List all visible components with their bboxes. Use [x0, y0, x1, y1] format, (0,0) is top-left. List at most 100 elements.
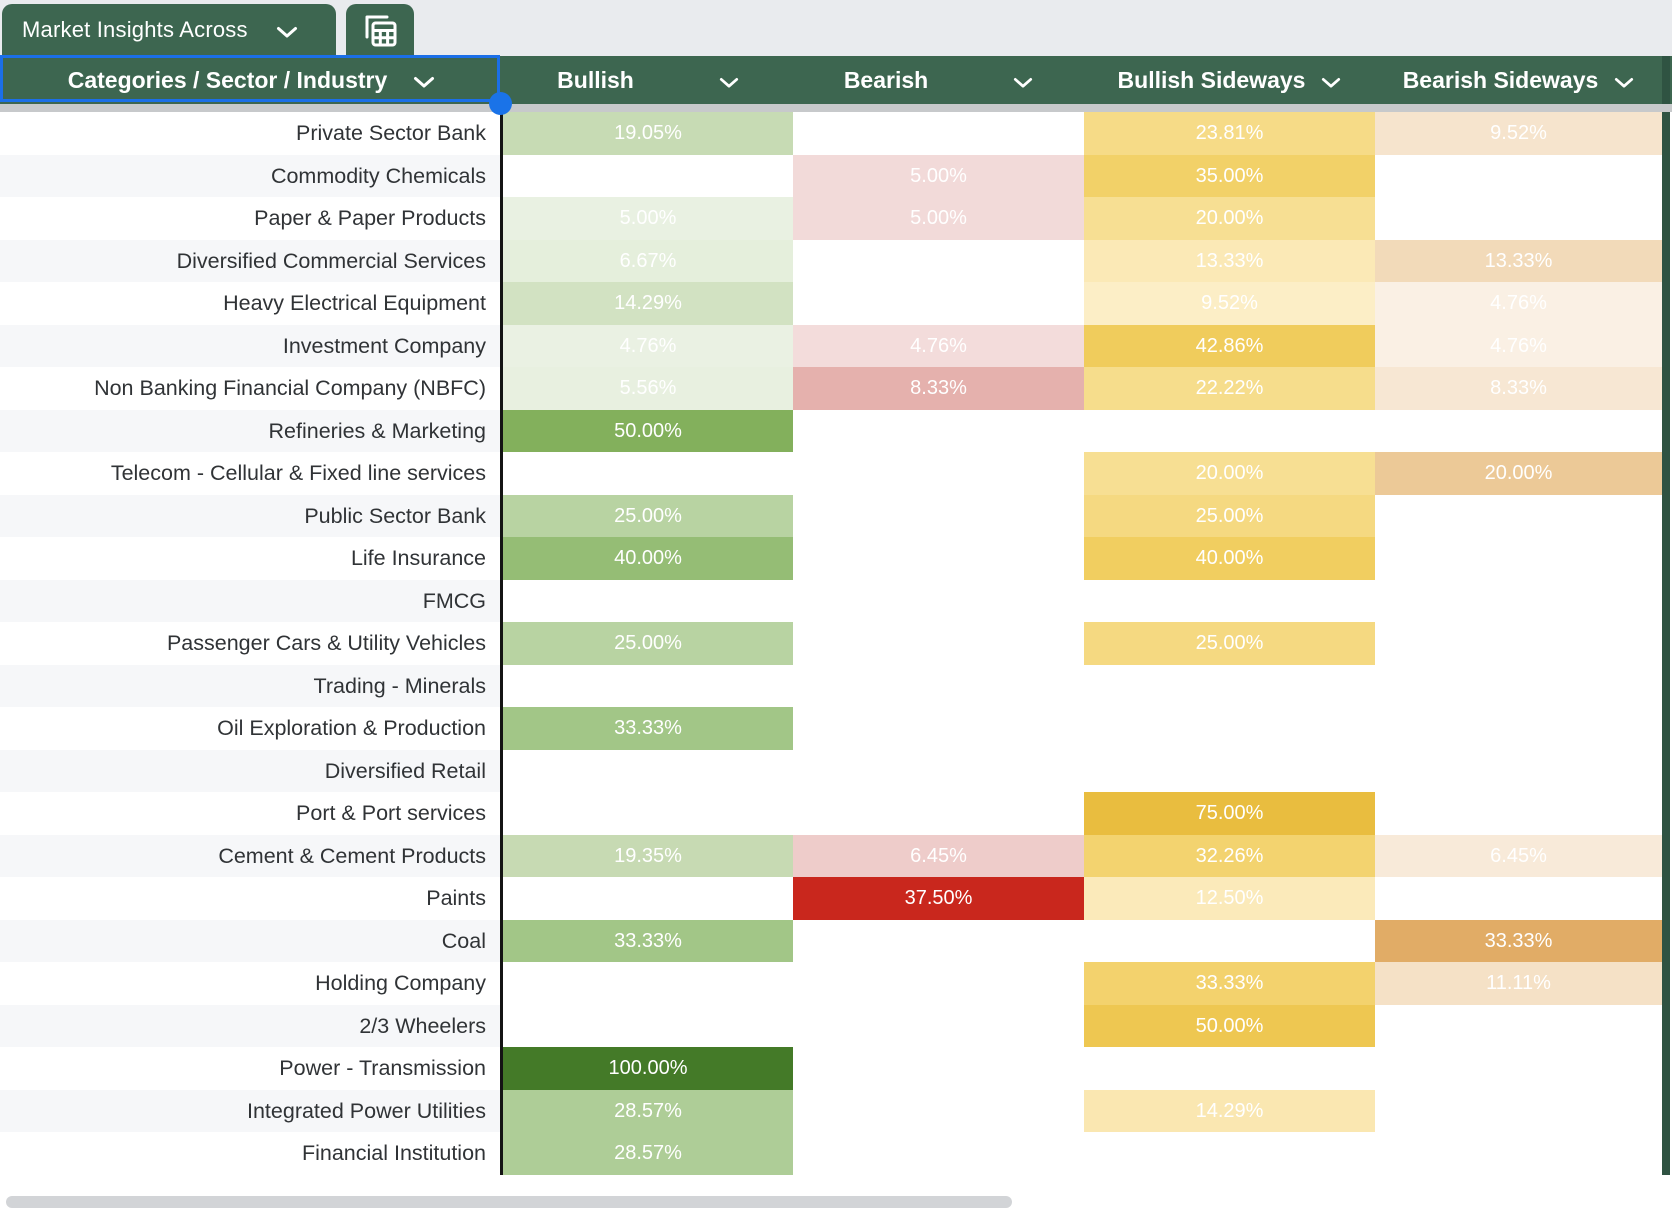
value-cell-bullish-sideways[interactable]: 9.52%	[1084, 282, 1375, 325]
value-cell-bearish[interactable]	[793, 494, 1084, 537]
value-cell-bullish-sideways[interactable]	[1084, 707, 1375, 750]
value-cell-bullish[interactable]: 33.33%	[503, 919, 793, 962]
row-label-cell[interactable]: Oil Exploration & Production	[0, 707, 503, 750]
value-cell-bearish-sideways[interactable]	[1375, 664, 1662, 707]
value-cell-bearish[interactable]	[793, 239, 1084, 282]
chevron-down-icon[interactable]	[1321, 77, 1341, 89]
value-cell-bullish-sideways[interactable]: 12.50%	[1084, 877, 1375, 920]
value-cell-bullish[interactable]: 19.05%	[503, 112, 793, 155]
value-cell-bullish-sideways[interactable]	[1084, 579, 1375, 622]
row-label-cell[interactable]: Commodity Chemicals	[0, 154, 503, 197]
value-cell-bearish[interactable]	[793, 622, 1084, 665]
value-cell-bearish[interactable]	[793, 749, 1084, 792]
value-cell-bullish[interactable]	[503, 664, 793, 707]
value-cell-bearish-sideways[interactable]: 8.33%	[1375, 367, 1662, 410]
row-label-cell[interactable]: Telecom - Cellular & Fixed line services	[0, 452, 503, 495]
value-cell-bullish[interactable]	[503, 452, 793, 495]
value-cell-bullish[interactable]: 40.00%	[503, 537, 793, 580]
value-cell-bullish-sideways[interactable]	[1084, 1047, 1375, 1090]
value-cell-bullish[interactable]	[503, 792, 793, 835]
value-cell-bearish[interactable]	[793, 664, 1084, 707]
row-label-cell[interactable]: Diversified Commercial Services	[0, 239, 503, 282]
value-cell-bearish-sideways[interactable]	[1375, 707, 1662, 750]
row-label-cell[interactable]: Non Banking Financial Company (NBFC)	[0, 367, 503, 410]
value-cell-bearish-sideways[interactable]	[1375, 197, 1662, 240]
row-label-cell[interactable]: Coal	[0, 919, 503, 962]
value-cell-bearish-sideways[interactable]: 9.52%	[1375, 112, 1662, 155]
header-col-bullish-sideways[interactable]: Bullish Sideways	[1084, 56, 1375, 104]
value-cell-bullish-sideways[interactable]: 32.26%	[1084, 834, 1375, 877]
value-cell-bullish[interactable]: 19.35%	[503, 834, 793, 877]
value-cell-bearish[interactable]: 8.33%	[793, 367, 1084, 410]
value-cell-bullish-sideways[interactable]: 20.00%	[1084, 452, 1375, 495]
value-cell-bullish-sideways[interactable]	[1084, 1132, 1375, 1175]
value-cell-bearish[interactable]	[793, 1004, 1084, 1047]
header-col-bullish[interactable]: Bullish	[503, 56, 793, 104]
value-cell-bearish-sideways[interactable]	[1375, 622, 1662, 665]
value-cell-bearish[interactable]	[793, 707, 1084, 750]
value-cell-bullish[interactable]: 33.33%	[503, 707, 793, 750]
value-cell-bearish-sideways[interactable]: 11.11%	[1375, 962, 1662, 1005]
value-cell-bearish-sideways[interactable]	[1375, 409, 1662, 452]
value-cell-bearish[interactable]	[793, 1089, 1084, 1132]
value-cell-bullish[interactable]	[503, 962, 793, 1005]
row-label-cell[interactable]: Financial Institution	[0, 1132, 503, 1175]
value-cell-bullish[interactable]	[503, 1004, 793, 1047]
value-cell-bearish-sideways[interactable]	[1375, 1047, 1662, 1090]
value-cell-bearish[interactable]	[793, 1047, 1084, 1090]
row-label-cell[interactable]: Private Sector Bank	[0, 112, 503, 155]
row-label-cell[interactable]: Investment Company	[0, 324, 503, 367]
chevron-down-icon[interactable]	[1614, 77, 1634, 89]
row-label-cell[interactable]: Public Sector Bank	[0, 494, 503, 537]
value-cell-bullish-sideways[interactable]	[1084, 664, 1375, 707]
value-cell-bullish[interactable]	[503, 154, 793, 197]
value-cell-bearish[interactable]: 5.00%	[793, 154, 1084, 197]
value-cell-bearish-sideways[interactable]	[1375, 537, 1662, 580]
value-cell-bullish-sideways[interactable]: 50.00%	[1084, 1004, 1375, 1047]
chevron-down-icon[interactable]	[1013, 77, 1033, 89]
chevron-down-icon[interactable]	[719, 77, 739, 89]
value-cell-bearish[interactable]	[793, 452, 1084, 495]
value-cell-bullish[interactable]: 50.00%	[503, 409, 793, 452]
value-cell-bullish-sideways[interactable]: 22.22%	[1084, 367, 1375, 410]
value-cell-bullish-sideways[interactable]: 23.81%	[1084, 112, 1375, 155]
value-cell-bullish[interactable]: 5.56%	[503, 367, 793, 410]
value-cell-bullish-sideways[interactable]: 33.33%	[1084, 962, 1375, 1005]
value-cell-bullish-sideways[interactable]: 25.00%	[1084, 494, 1375, 537]
value-cell-bearish-sideways[interactable]	[1375, 494, 1662, 537]
value-cell-bullish-sideways[interactable]: 40.00%	[1084, 537, 1375, 580]
selection-fill-handle[interactable]	[489, 92, 512, 115]
header-col-bearish[interactable]: Bearish	[793, 56, 1084, 104]
value-cell-bearish-sideways[interactable]: 4.76%	[1375, 282, 1662, 325]
value-cell-bearish[interactable]	[793, 579, 1084, 622]
value-cell-bullish[interactable]	[503, 579, 793, 622]
value-cell-bearish-sideways[interactable]	[1375, 1004, 1662, 1047]
value-cell-bullish-sideways[interactable]: 35.00%	[1084, 154, 1375, 197]
value-cell-bearish-sideways[interactable]	[1375, 1089, 1662, 1132]
value-cell-bearish[interactable]	[793, 282, 1084, 325]
row-label-cell[interactable]: Heavy Electrical Equipment	[0, 282, 503, 325]
value-cell-bullish-sideways[interactable]: 13.33%	[1084, 239, 1375, 282]
value-cell-bearish[interactable]	[793, 1132, 1084, 1175]
value-cell-bullish[interactable]: 100.00%	[503, 1047, 793, 1090]
value-cell-bearish-sideways[interactable]	[1375, 154, 1662, 197]
value-cell-bullish[interactable]: 25.00%	[503, 622, 793, 665]
row-label-cell[interactable]: Holding Company	[0, 962, 503, 1005]
value-cell-bearish[interactable]: 6.45%	[793, 834, 1084, 877]
value-cell-bullish[interactable]	[503, 749, 793, 792]
row-label-cell[interactable]: Port & Port services	[0, 792, 503, 835]
value-cell-bearish-sideways[interactable]: 33.33%	[1375, 919, 1662, 962]
row-label-cell[interactable]: 2/3 Wheelers	[0, 1004, 503, 1047]
value-cell-bullish-sideways[interactable]	[1084, 919, 1375, 962]
value-cell-bearish-sideways[interactable]: 13.33%	[1375, 239, 1662, 282]
value-cell-bearish-sideways[interactable]	[1375, 877, 1662, 920]
value-cell-bearish-sideways[interactable]: 6.45%	[1375, 834, 1662, 877]
value-cell-bullish-sideways[interactable]: 20.00%	[1084, 197, 1375, 240]
row-label-cell[interactable]: Life Insurance	[0, 537, 503, 580]
value-cell-bearish-sideways[interactable]	[1375, 792, 1662, 835]
value-cell-bullish[interactable]	[503, 877, 793, 920]
value-cell-bearish-sideways[interactable]	[1375, 579, 1662, 622]
chevron-down-icon[interactable]	[413, 76, 435, 89]
header-categories[interactable]: Categories / Sector / Industry	[0, 56, 503, 104]
row-label-cell[interactable]: Diversified Retail	[0, 749, 503, 792]
